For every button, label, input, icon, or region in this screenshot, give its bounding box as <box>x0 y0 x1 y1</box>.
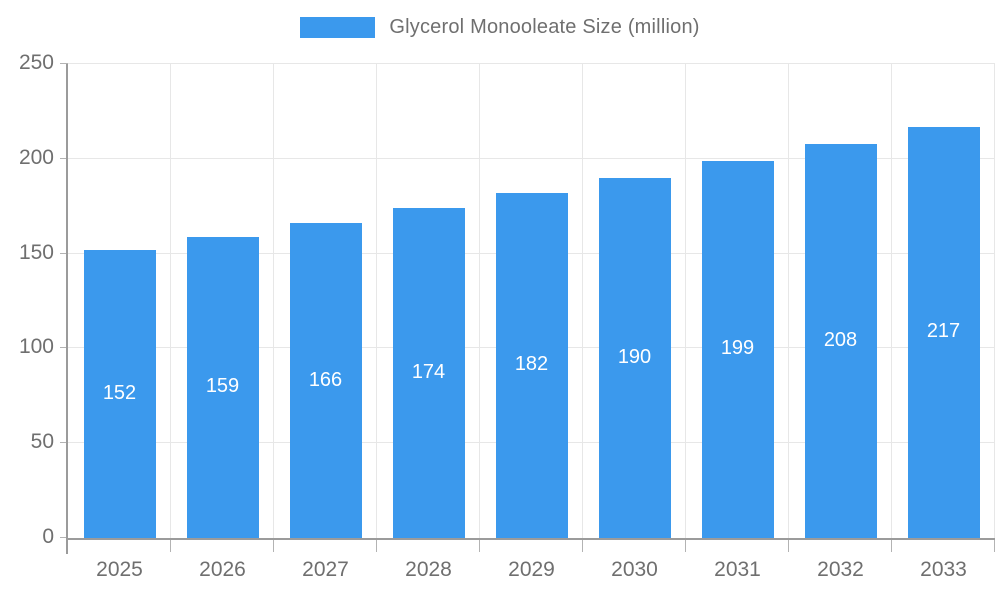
bar-2033[interactable] <box>907 126 980 538</box>
gridline-vertical <box>273 64 274 538</box>
y-axis-tick <box>60 63 68 64</box>
x-axis-tick <box>582 540 583 552</box>
bar-value-label: 208 <box>823 328 858 351</box>
y-axis-tick <box>60 537 68 538</box>
bar-value-label: 182 <box>514 353 549 376</box>
gridline-vertical <box>788 64 789 538</box>
legend-label: Glycerol Monooleate Size (million) <box>389 16 700 38</box>
gridline-vertical <box>685 64 686 538</box>
y-axis-label: 150 <box>18 240 54 264</box>
y-axis-tick <box>60 442 68 444</box>
y-axis-label: 100 <box>18 335 54 359</box>
x-axis-label: 2026 <box>199 558 246 581</box>
y-axis-tick <box>60 252 68 254</box>
x-axis-label: 2025 <box>96 558 143 581</box>
y-axis-tick <box>60 347 68 349</box>
bar-2029[interactable] <box>495 192 568 538</box>
gridline-horizontal <box>68 63 995 64</box>
bar-2028[interactable] <box>392 208 465 538</box>
x-axis-tick <box>891 540 892 552</box>
gridline-vertical <box>376 64 377 538</box>
x-axis-tick <box>376 540 377 552</box>
x-axis-line <box>66 538 995 540</box>
x-axis-label: 2027 <box>302 558 349 581</box>
y-axis-line <box>66 64 68 554</box>
gridline-vertical <box>582 64 583 538</box>
legend-swatch-icon <box>300 17 376 38</box>
bar-2026[interactable] <box>186 236 259 538</box>
bar-2030[interactable] <box>598 177 671 538</box>
bar-2031[interactable] <box>701 160 774 538</box>
bar-value-label: 217 <box>926 320 961 343</box>
x-axis-tick <box>788 540 789 552</box>
x-axis-label: 2028 <box>405 558 452 581</box>
gridline-vertical <box>891 64 892 538</box>
x-axis-tick <box>994 540 995 552</box>
x-axis-label: 2031 <box>714 558 761 581</box>
bar-value-label: 199 <box>720 337 755 360</box>
x-axis-tick <box>685 540 686 552</box>
x-axis-tick <box>479 540 480 552</box>
gridline-vertical <box>479 64 480 538</box>
y-axis-tick <box>60 157 68 159</box>
y-axis-label: 50 <box>30 430 54 454</box>
y-axis-label: 200 <box>18 145 54 169</box>
bar-value-label: 159 <box>205 375 240 398</box>
bar-2032[interactable] <box>804 143 877 538</box>
bar-value-label: 190 <box>617 345 652 368</box>
x-axis-label: 2033 <box>920 558 967 581</box>
bar-2027[interactable] <box>289 223 362 538</box>
x-axis-label: 2029 <box>508 558 555 581</box>
x-axis-tick <box>273 540 274 552</box>
bar-value-label: 152 <box>102 381 137 404</box>
x-axis-tick <box>170 540 171 552</box>
bar-value-label: 166 <box>308 368 343 391</box>
y-axis-label: 250 <box>18 51 54 74</box>
gridline-vertical <box>994 64 995 538</box>
gridline-horizontal <box>68 157 995 159</box>
legend: Glycerol Monooleate Size (million) <box>0 16 1000 39</box>
legend-item[interactable]: Glycerol Monooleate Size (million) <box>300 16 699 39</box>
x-axis-label: 2032 <box>817 558 864 581</box>
x-axis-label: 2030 <box>611 558 658 581</box>
y-axis-label: 0 <box>42 525 54 548</box>
bar-value-label: 174 <box>411 361 446 384</box>
bar-2025[interactable] <box>83 249 156 538</box>
gridline-vertical <box>170 64 171 538</box>
